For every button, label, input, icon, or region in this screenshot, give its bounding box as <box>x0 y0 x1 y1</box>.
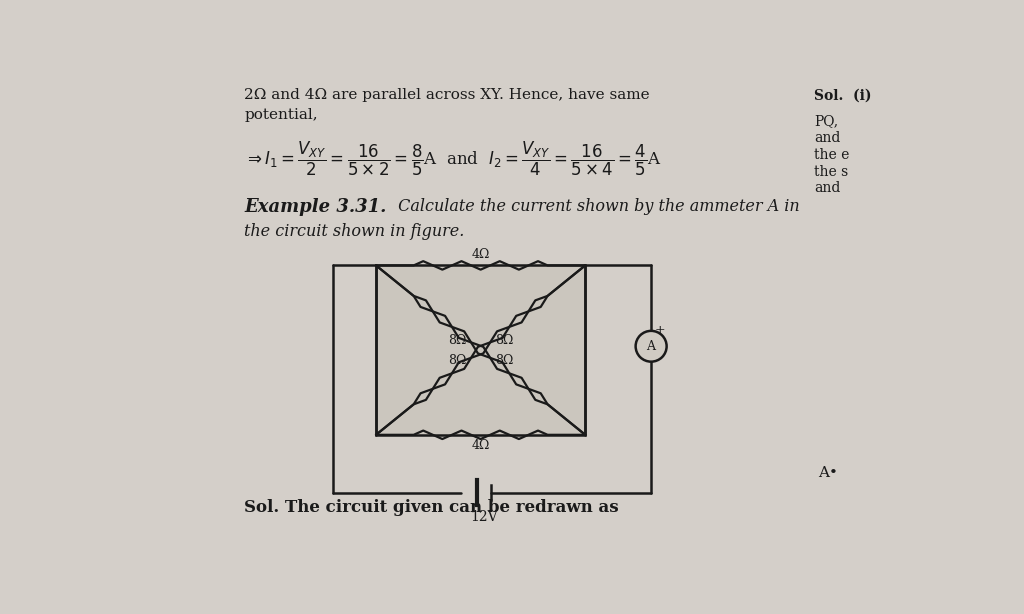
Text: and: and <box>814 131 841 145</box>
FancyBboxPatch shape <box>376 265 586 435</box>
Text: the circuit shown in figure.: the circuit shown in figure. <box>245 223 465 240</box>
Text: 8Ω: 8Ω <box>495 354 513 367</box>
Text: 4Ω: 4Ω <box>471 439 489 452</box>
Text: Calculate the current shown by the ammeter A in: Calculate the current shown by the ammet… <box>393 198 800 216</box>
Text: +: + <box>655 324 666 337</box>
Text: 8Ω: 8Ω <box>495 333 513 346</box>
Circle shape <box>636 331 667 362</box>
Text: and: and <box>814 182 841 195</box>
Text: the s: the s <box>814 165 848 179</box>
Text: PQ,: PQ, <box>814 114 838 128</box>
Text: A•: A• <box>818 465 838 480</box>
Text: potential,: potential, <box>245 107 317 122</box>
Text: $\Rightarrow I_1 = \dfrac{V_{XY}}{2} = \dfrac{16}{5 \times 2} = \dfrac{8}{5}$A  : $\Rightarrow I_1 = \dfrac{V_{XY}}{2} = \… <box>245 140 662 178</box>
Text: 4Ω: 4Ω <box>471 248 489 261</box>
Text: 2Ω and 4Ω are parallel across XY. Hence, have same: 2Ω and 4Ω are parallel across XY. Hence,… <box>245 88 650 103</box>
Text: Sol. The circuit given can be redrawn as: Sol. The circuit given can be redrawn as <box>245 499 618 516</box>
Text: A: A <box>646 340 655 353</box>
Text: Sol.  (i): Sol. (i) <box>814 88 871 103</box>
Text: 8Ω: 8Ω <box>449 354 467 367</box>
Text: the e: the e <box>814 147 849 161</box>
Text: 8Ω: 8Ω <box>449 333 467 346</box>
Text: Example 3.31.: Example 3.31. <box>245 198 387 216</box>
Text: 12V: 12V <box>470 510 498 524</box>
